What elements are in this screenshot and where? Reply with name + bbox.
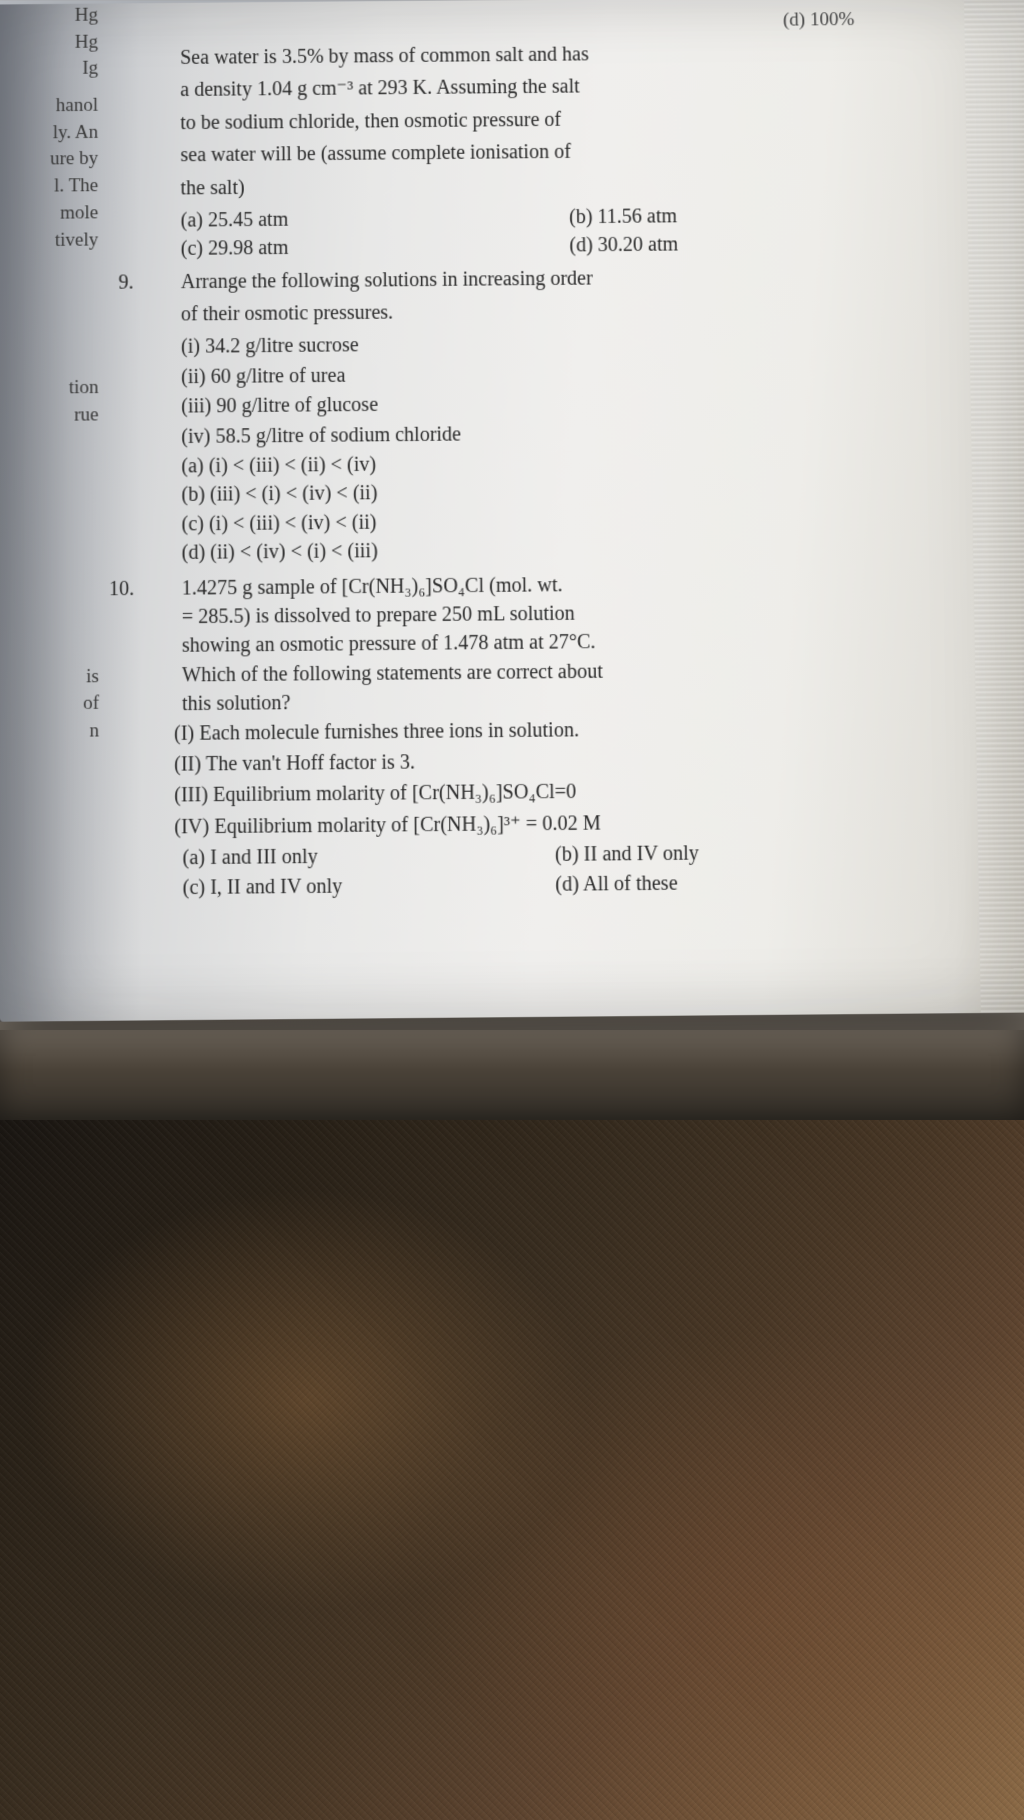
fabric-background xyxy=(0,1120,1024,1820)
q8-options-row2: (c) 29.98 atm (d) 30.20 atm xyxy=(181,229,918,264)
q10-stmt-IV: (IV) Equilibrium molarity of [Cr(NH₃)₆]³… xyxy=(174,806,927,842)
textbook-page: Hg Hg Ig hanol ly. An ure by l. The mole… xyxy=(0,0,1024,1022)
q8-line: Sea water is 3.5% by mass of common salt… xyxy=(180,37,915,72)
q10-stmt-III: (III) Equilibrium molarity of [Cr(NH₃)₆]… xyxy=(174,775,927,811)
page-content: (d) 100% Sea water is 3.5% by mass of co… xyxy=(0,0,1024,935)
q10-option-d: (d) All of these xyxy=(555,866,928,899)
q10-stmt-II: (II) The van't Hoff factor is 3. xyxy=(174,743,926,779)
q10-option-c: (c) I, II and IV only xyxy=(183,870,556,903)
q9-items: (i) 34.2 g/litre sucrose (ii) 60 g/litre… xyxy=(181,327,921,452)
q8-line: a density 1.04 g cm⁻³ at 293 K. Assuming… xyxy=(180,70,915,105)
q9-option-d: (d) (ii) < (iv) < (i) < (iii) xyxy=(182,532,923,567)
q8-line: sea water will be (assume complete ionis… xyxy=(180,135,916,170)
q10-options-row2: (c) I, II and IV only (d) All of these xyxy=(183,866,929,902)
q10-statements: (I) Each molecule furnishes three ions i… xyxy=(174,712,927,841)
q9-intro-line1: Arrange the following solutions in incre… xyxy=(181,261,919,296)
q10-number: 10. xyxy=(109,574,134,603)
q10-option-b: (b) II and IV only xyxy=(555,837,928,870)
q8-option-a: (a) 25.45 atm xyxy=(181,203,529,235)
q9-number: 9. xyxy=(118,268,133,297)
q9-intro-line2: of their osmotic pressures. xyxy=(181,294,919,329)
q8-option-b: (b) 11.56 atm xyxy=(529,200,918,232)
table-surface xyxy=(0,1030,1024,1130)
prev-question-option-d: (d) 100% xyxy=(110,7,855,40)
q8-line: the salt) xyxy=(180,167,917,202)
q8-line: to be sodium chloride, then osmotic pres… xyxy=(180,102,916,137)
q8-option-d: (d) 30.20 atm xyxy=(529,229,918,261)
q8-option-c: (c) 29.98 atm xyxy=(181,232,530,264)
q10-option-a: (a) I and III only xyxy=(182,840,555,873)
q10-stmt-I: (I) Each molecule furnishes three ions i… xyxy=(174,712,926,748)
